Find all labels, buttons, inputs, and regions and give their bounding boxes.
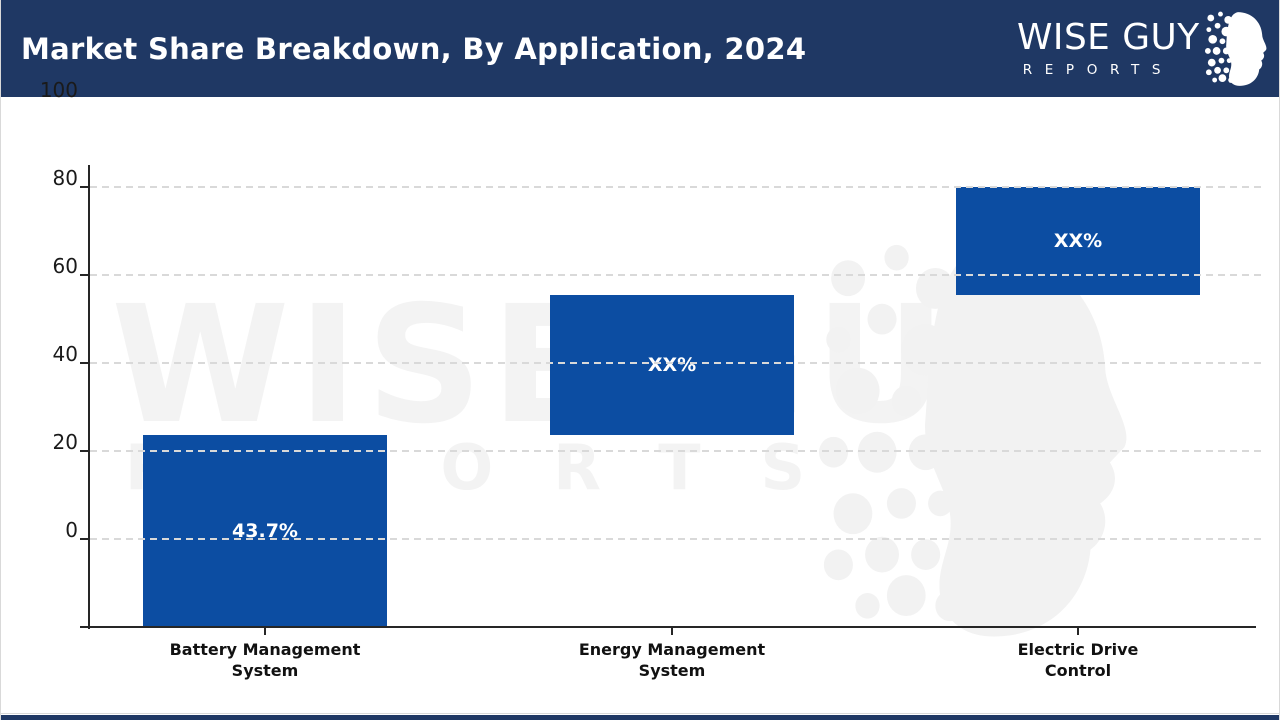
logo-subtext: REPORTS xyxy=(1023,62,1173,78)
bar-value-label: XX% xyxy=(1053,229,1103,252)
page-title: Market Share Breakdown, By Application, … xyxy=(21,31,807,66)
y-tick-60 xyxy=(80,362,88,364)
y-tick-label-40: 40 xyxy=(52,342,78,366)
x-tick xyxy=(1077,628,1079,635)
card-bottom-border xyxy=(1,713,1279,714)
y-tick-label-20: 20 xyxy=(52,430,78,454)
x-tick xyxy=(264,628,266,635)
y-tick-100 xyxy=(80,186,88,188)
footer-accent-bar xyxy=(1,715,1279,720)
gridline-100 xyxy=(90,186,1261,188)
y-tick-80 xyxy=(80,274,88,276)
y-tick-0 xyxy=(80,626,88,628)
bar-value-label: XX% xyxy=(647,353,697,376)
logo-dotted-head-icon xyxy=(1204,11,1267,86)
bar-segment: XX% xyxy=(956,187,1200,295)
bar-segment: 43.7% xyxy=(143,434,387,627)
gridline-40 xyxy=(90,450,1261,452)
gridline-20 xyxy=(90,538,1261,540)
y-tick-label-60: 60 xyxy=(52,254,78,278)
wise-guy-reports-logo: WISE GUY REPORTS xyxy=(1017,11,1267,86)
category-label: Electric Drive Control xyxy=(1017,640,1139,680)
y-tick-label-100: 100 xyxy=(39,78,78,102)
logo-wordmark: WISE GUY xyxy=(1017,17,1200,58)
x-tick xyxy=(671,628,673,635)
gridline-60 xyxy=(90,362,1261,364)
chart-area: WISE GUY REPORTS 0 20 40 60 80 100 43.7% Batter… xyxy=(1,78,1279,714)
bar-segment: XX% xyxy=(550,294,794,435)
y-tick-label-80: 80 xyxy=(52,166,78,190)
y-axis-spine xyxy=(88,165,90,629)
y-tick-label-0: 0 xyxy=(65,518,78,542)
category-label: Battery Management System xyxy=(169,640,361,680)
gridline-80 xyxy=(90,274,1261,276)
x-axis-spine xyxy=(88,626,1256,628)
header: Market Share Breakdown, By Application, … xyxy=(1,0,1279,97)
y-tick-40 xyxy=(80,450,88,452)
category-label: Energy Management System xyxy=(578,640,766,680)
y-tick-20 xyxy=(80,538,88,540)
bar-value-label: 43.7% xyxy=(232,519,298,542)
